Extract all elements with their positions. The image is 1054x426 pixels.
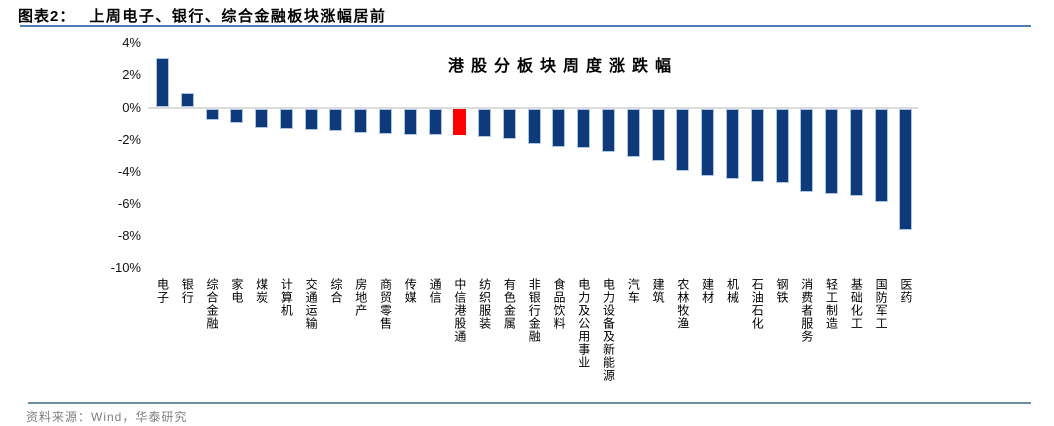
header-divider-line: [20, 25, 1031, 27]
category-label: 家电: [229, 278, 244, 304]
category-label: 综合金融: [205, 278, 220, 330]
bar-银行: [180, 93, 194, 108]
bar-非银行金融: [527, 108, 541, 144]
bar-有色金属: [502, 108, 516, 139]
category-label: 通信: [428, 278, 443, 304]
source-note: 资料来源：Wind，华泰研究: [26, 410, 188, 424]
bar-综合: [329, 108, 343, 131]
bar-房地产: [354, 108, 368, 133]
bar-食品饮料: [552, 108, 566, 148]
y-tick-label: -4%: [117, 163, 141, 179]
category-label: 电力及公用事业: [576, 278, 591, 369]
category-label: 电力设备及新能源: [601, 278, 616, 382]
category-label: 非银行金融: [527, 278, 542, 343]
category-label: 医药: [898, 278, 913, 304]
category-label: 石油石化: [750, 278, 765, 330]
category-label: 综合: [328, 278, 343, 304]
category-label: 中信港股通: [452, 278, 467, 343]
bar-计算机: [279, 108, 293, 130]
bar-中信港股通: [453, 108, 467, 135]
bar-纺织服装: [478, 108, 492, 138]
category-label: 国防军工: [874, 278, 889, 330]
figure-title: 上周电子、银行、综合金融板块涨幅居前: [89, 8, 387, 25]
category-label: 电子: [155, 278, 170, 304]
category-label: 轻工制造: [824, 278, 839, 330]
bar-轻工制造: [825, 108, 839, 195]
category-label: 煤炭: [254, 278, 269, 304]
category-label: 农林牧渔: [675, 278, 690, 330]
category-label: 房地产: [353, 278, 368, 317]
category-label: 汽车: [626, 278, 641, 304]
y-tick-label: 0%: [122, 99, 141, 115]
bar-家电: [230, 108, 244, 123]
chart-title: 港股分板块周度涨跌幅: [448, 58, 679, 75]
category-label: 计算机: [279, 278, 294, 317]
bar-传媒: [403, 108, 417, 135]
category-label: 消费者服务: [799, 278, 814, 343]
bar-基础化工: [849, 108, 863, 196]
category-label: 机械: [725, 278, 740, 304]
bar-消费者服务: [800, 108, 814, 192]
category-label: 交通运输: [304, 278, 319, 330]
category-label: 食品饮料: [551, 278, 566, 330]
bar-国防军工: [874, 108, 888, 202]
bar-建筑: [651, 108, 665, 162]
category-label: 商贸零售: [378, 278, 393, 330]
category-label: 建筑: [651, 278, 666, 304]
footer-divider-line: [28, 402, 1031, 404]
category-label: 有色金属: [502, 278, 517, 330]
bar-通信: [428, 108, 442, 135]
bar-综合金融: [205, 108, 219, 120]
bar-石油石化: [750, 108, 764, 183]
y-tick-label: -8%: [117, 227, 141, 243]
bar-电力及公用事业: [577, 108, 591, 148]
bar-交通运输: [304, 108, 318, 131]
y-tick-label: -10%: [110, 260, 141, 275]
y-tick-label: 2%: [122, 67, 141, 83]
bar-chart: 港股分板块周度涨跌幅 4% 2% 0% -2% -4% -6% -8% -10% 电子 银行 综合…: [110, 35, 918, 382]
zero-axis-line: [148, 106, 918, 109]
y-tick-label: -6%: [117, 195, 141, 211]
bar-煤炭: [255, 108, 269, 128]
bar-钢铁: [775, 108, 789, 184]
category-label: 钢铁: [775, 278, 789, 304]
category-label: 传媒: [403, 278, 418, 304]
category-label: 纺织服装: [477, 278, 492, 330]
y-tick-label: -2%: [117, 131, 141, 147]
y-tick-label: 4%: [122, 35, 141, 51]
category-label: 银行: [180, 278, 195, 304]
category-label: 基础化工: [849, 278, 864, 330]
figure-number: 图表2：: [18, 8, 76, 25]
bar-电力设备及新能源: [602, 108, 616, 152]
bar-汽车: [626, 108, 640, 157]
figure-header: 图表2： 上周电子、银行、综合金融板块涨幅居前: [18, 5, 1038, 25]
bar-农林牧渔: [676, 108, 690, 172]
bar-商贸零售: [379, 108, 393, 135]
category-label: 建材: [700, 278, 715, 304]
bar-建材: [701, 108, 715, 176]
bar-机械: [725, 108, 739, 180]
bar-医药: [899, 108, 913, 231]
bar-电子: [156, 57, 169, 108]
